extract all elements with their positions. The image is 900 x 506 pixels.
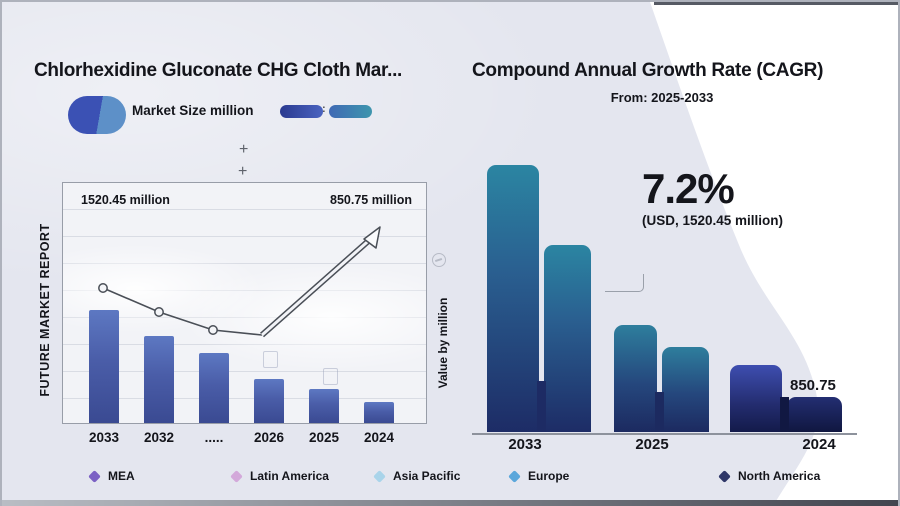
frame-top-edge (654, 2, 898, 5)
right-chart-title: Compound Annual Growth Rate (CAGR) (472, 60, 824, 81)
mini-pill-icon (329, 105, 372, 118)
legend-diamond-icon (230, 469, 243, 483)
legend-item-mea: MEA (88, 467, 135, 485)
left-chart-panel: 1520.45 million 850.75 million (62, 182, 427, 424)
bar-bridge (780, 397, 789, 432)
region-legend: MEA Latin America Asia Pacific Europe North … (2, 467, 898, 485)
x-tick-label: 2026 (253, 430, 285, 445)
x-tick-label: ..... (204, 430, 224, 445)
legend-item-north-america: North America (718, 467, 821, 485)
x-tick-label: 2033 (88, 430, 120, 445)
watermark-doc-icon (323, 368, 338, 385)
legend-label: Europe (528, 469, 570, 483)
plus-icon: + (239, 141, 249, 158)
bar-value-annotation: 850.75 (790, 377, 836, 394)
x-tick-label: 2032 (143, 430, 175, 445)
y-axis-label: Value by million (436, 297, 450, 389)
x-tick-label: 2033 (508, 436, 542, 453)
market-bar-..... (199, 353, 229, 423)
legend-label: Latin America (250, 469, 329, 483)
cagr-usd-note: (USD, 1520.45 million) (642, 213, 784, 228)
legend-item-asia-pacific: Asia Pacific (373, 467, 461, 485)
watermark-doc-icon (263, 351, 278, 368)
legend-label: MEA (108, 469, 135, 483)
capsule-pill-icon (68, 96, 126, 134)
x-tick-label: 2024 (363, 430, 395, 445)
cagr-bar (614, 325, 657, 432)
legend-item-latin-america: Latin America (230, 467, 329, 485)
watermark-vertical-text: FUTURE MARKET REPORT (38, 223, 52, 397)
mini-pill-icon (280, 105, 323, 118)
x-axis-baseline (472, 433, 857, 435)
end-value-annotation: 850.75 million (330, 193, 412, 207)
left-x-axis-labels: 2033 2032..... 2026 2025 2024 (62, 430, 427, 448)
legend-diamond-icon (508, 469, 521, 483)
market-bar-2025 (309, 389, 339, 423)
minus-circle-icon (432, 253, 446, 267)
legend-diamond-icon (373, 469, 386, 483)
ratio-colon: : (322, 103, 326, 115)
legend-item-europe: Europe (508, 467, 570, 485)
cagr-bar (662, 347, 709, 432)
left-chart-title: Chlorhexidine Gluconate CHG Cloth Mar... (34, 60, 403, 81)
market-bar-2032 (144, 336, 174, 423)
frame-bottom-edge (2, 500, 898, 506)
legend-diamond-icon (718, 469, 731, 483)
market-bar-2026 (254, 379, 284, 423)
legend-diamond-icon (88, 469, 101, 483)
market-bar-2033 (89, 310, 119, 423)
legend-label: North America (738, 469, 821, 483)
market-size-label: Market Size million (132, 103, 254, 118)
step-bracket-glyph (605, 274, 644, 292)
x-tick-label: 2025 (635, 436, 669, 453)
start-value-annotation: 1520.45 million (81, 193, 170, 207)
legend-label: Asia Pacific (393, 469, 461, 483)
cagr-bar (730, 365, 782, 432)
trend-line-arrow (98, 226, 381, 338)
cagr-bar (487, 165, 539, 432)
cagr-bar (544, 245, 591, 432)
bar-bridge (537, 381, 546, 432)
market-bar-2024 (364, 402, 394, 423)
bar-bridge (655, 392, 664, 432)
x-tick-label: 2025 (308, 430, 340, 445)
cagr-value: 7.2% (642, 165, 735, 212)
plus-icon: + (238, 163, 248, 180)
left-chart-bars (62, 182, 427, 423)
cagr-period-subtitle: From: 2025-2033 (610, 90, 714, 105)
cagr-bar (787, 397, 842, 432)
x-tick-label: 2024 (802, 436, 836, 453)
